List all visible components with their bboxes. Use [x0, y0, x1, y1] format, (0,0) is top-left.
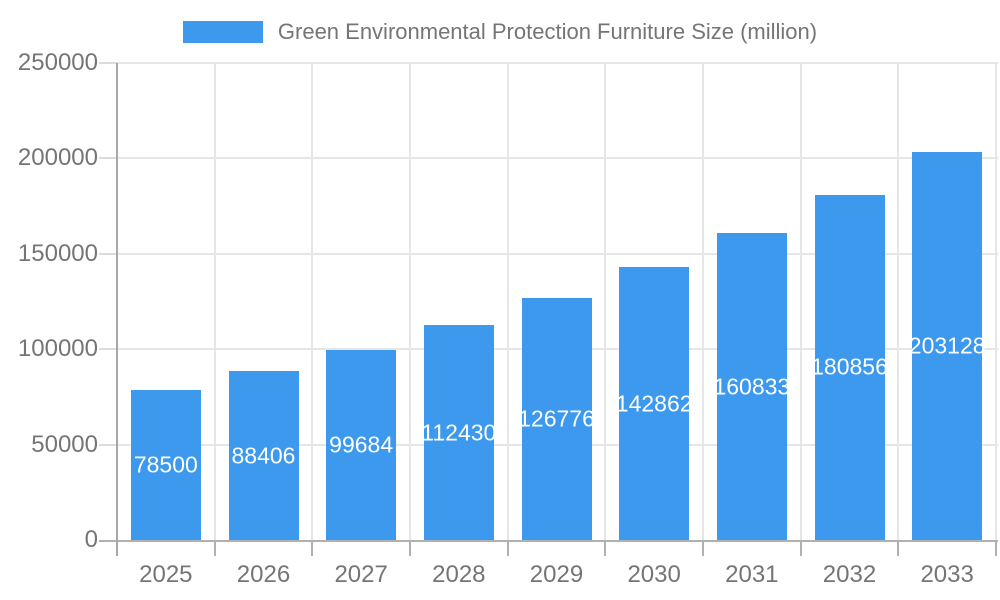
legend-label: Green Environmental Protection Furniture… — [277, 19, 818, 44]
y-axis-label: 200000 — [17, 144, 98, 172]
x-axis-label: 2026 — [236, 561, 291, 588]
bar-2025[interactable] — [130, 390, 201, 540]
x-gridline — [702, 63, 704, 540]
x-axis-tick — [604, 540, 607, 556]
legend-item[interactable]: Green Environmental Protection Furniture… — [0, 13, 1000, 51]
x-axis-label: 2029 — [529, 561, 584, 588]
bar-2031[interactable] — [716, 233, 787, 540]
y-gridline — [117, 157, 998, 160]
x-axis-tick — [311, 540, 314, 556]
x-axis-tick — [897, 540, 900, 556]
x-axis-label: 2025 — [139, 561, 193, 588]
bar-2026[interactable] — [228, 371, 299, 540]
y-gridline — [117, 252, 998, 255]
x-axis-tick — [506, 540, 509, 556]
x-axis-label: 2032 — [822, 561, 877, 588]
y-axis-tick — [99, 348, 117, 351]
x-gridline — [897, 63, 900, 540]
y-axis-label: 0 — [84, 526, 98, 553]
x-gridline — [604, 63, 607, 540]
x-axis-label: 2028 — [432, 561, 486, 588]
x-gridline — [213, 63, 216, 540]
legend-swatch — [182, 21, 263, 43]
bar-2029[interactable] — [521, 298, 592, 540]
x-axis-label: 2031 — [725, 561, 779, 588]
x-axis-tick — [799, 540, 802, 556]
y-axis-line — [116, 63, 118, 556]
x-axis-tick — [409, 540, 411, 556]
y-axis-tick — [99, 252, 117, 255]
bar-2030[interactable] — [619, 267, 690, 540]
y-axis-label: 250000 — [17, 49, 98, 76]
x-gridline — [995, 63, 997, 540]
bar-2028[interactable] — [423, 325, 494, 540]
y-gridline — [117, 62, 998, 64]
bar-2027[interactable] — [326, 349, 397, 540]
y-axis-tick — [99, 157, 117, 160]
x-gridline — [506, 63, 509, 540]
x-axis-tick — [995, 540, 997, 556]
bar-2033[interactable] — [912, 152, 983, 540]
y-axis-tick — [99, 443, 117, 446]
x-gridline — [799, 63, 802, 540]
y-axis-label: 150000 — [17, 239, 98, 267]
x-axis-tick — [213, 540, 216, 556]
x-axis-label: 2030 — [627, 561, 681, 588]
y-axis-tick — [99, 62, 117, 64]
x-gridline — [311, 63, 314, 540]
x-axis-tick — [702, 540, 704, 556]
x-axis-label: 2027 — [334, 561, 388, 588]
x-axis-line — [99, 540, 998, 542]
bar-2032[interactable] — [814, 194, 885, 540]
x-gridline — [409, 63, 411, 540]
y-axis-label: 50000 — [31, 430, 98, 458]
x-axis-label: 2033 — [920, 561, 974, 588]
y-axis-label: 100000 — [17, 335, 98, 363]
